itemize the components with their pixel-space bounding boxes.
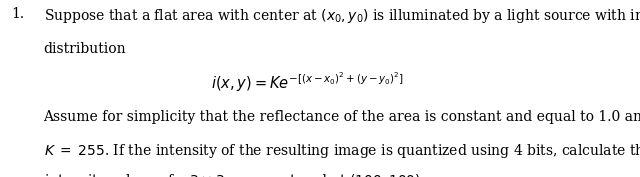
Text: Suppose that a flat area with center at $(x_0, y_0)$ is illuminated by a light s: Suppose that a flat area with center at … — [44, 7, 640, 25]
Text: $K\;=\;255$. If the intensity of the resulting image is quantized using 4 bits, : $K\;=\;255$. If the intensity of the res… — [44, 142, 640, 160]
Text: $i(x, y) = Ke^{-[(x-x_0)^2 + (y-y_0)^2]}$: $i(x, y) = Ke^{-[(x-x_0)^2 + (y-y_0)^2]}… — [211, 71, 404, 94]
Text: distribution: distribution — [44, 42, 126, 56]
Text: Assume for simplicity that the reflectance of the area is constant and equal to : Assume for simplicity that the reflectan… — [44, 110, 640, 124]
Text: intensity values of a $3 \times 3$ area centered at $(100, 100)$.: intensity values of a $3 \times 3$ area … — [44, 172, 425, 177]
Text: 1.: 1. — [12, 7, 25, 21]
